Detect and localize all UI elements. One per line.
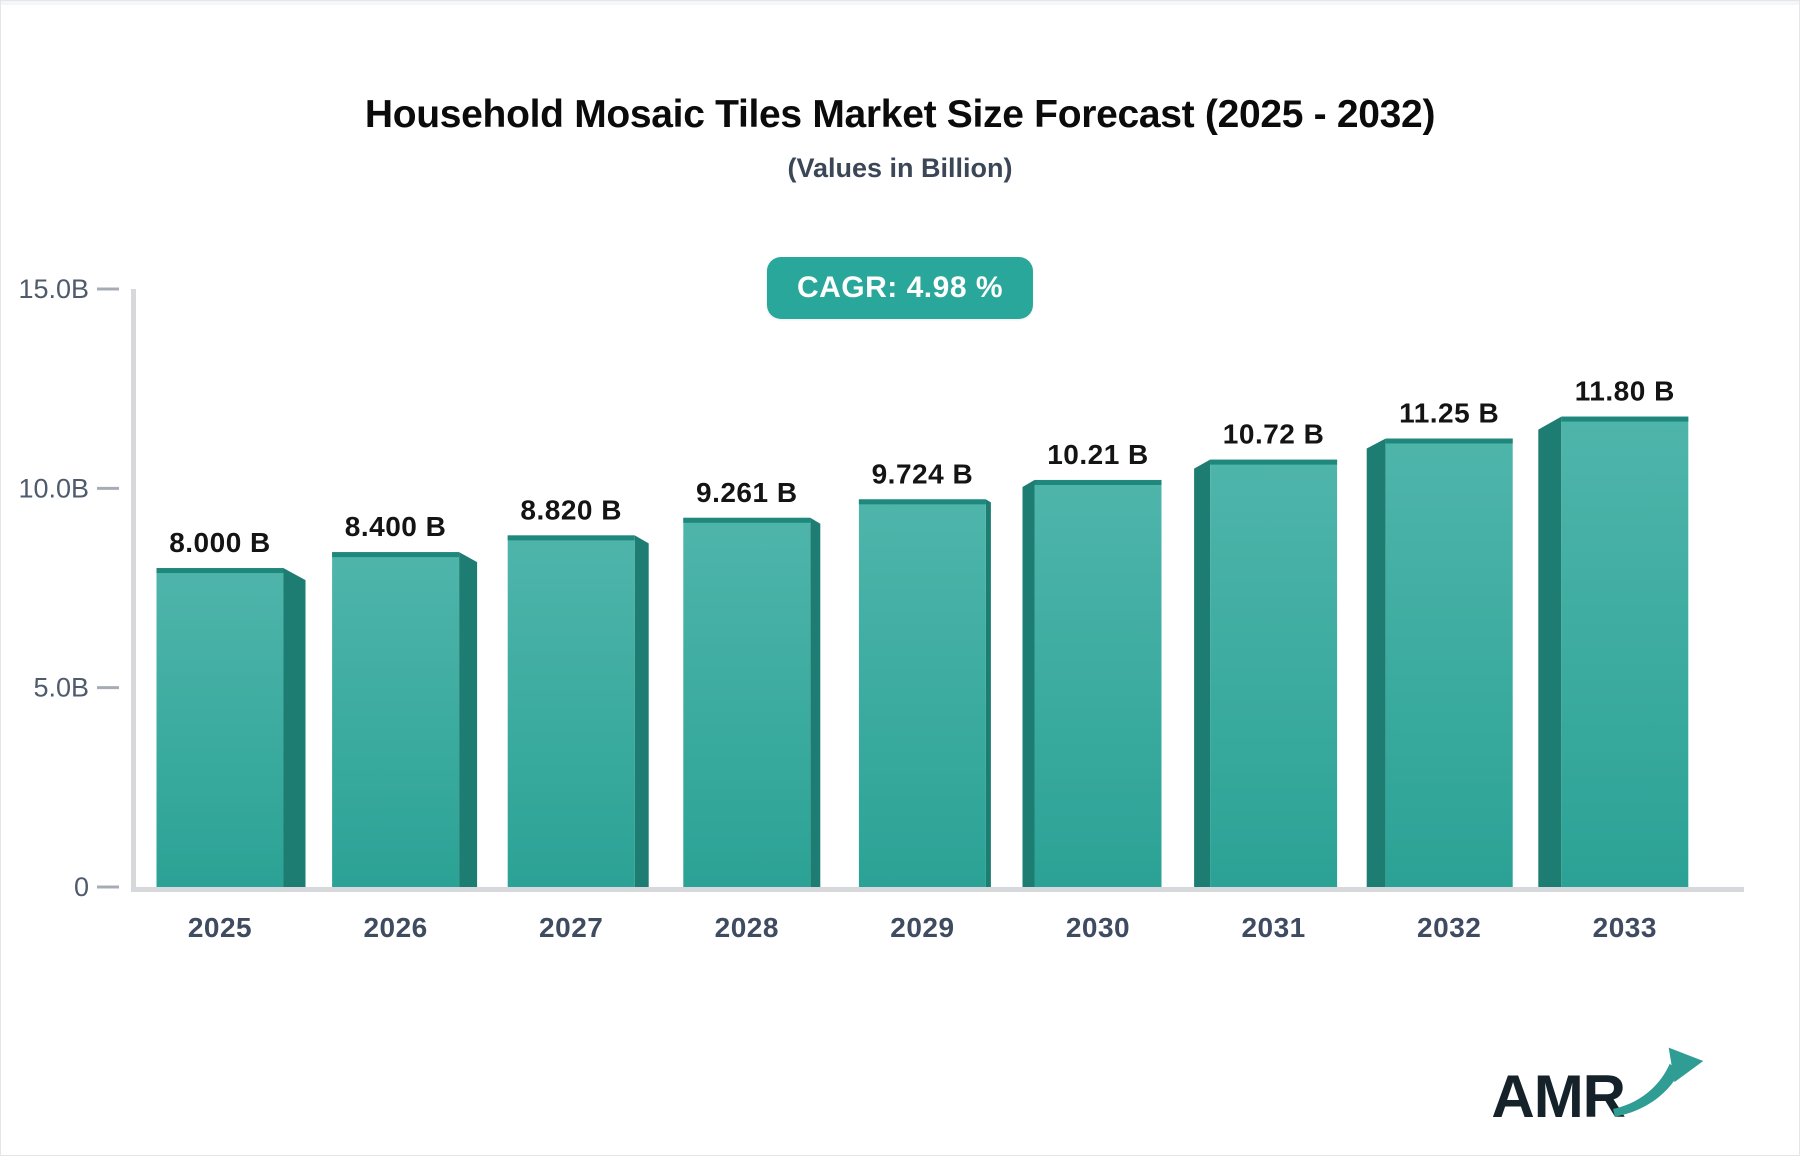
bar-2032 (1385, 438, 1513, 887)
bar-side-2026 (459, 552, 478, 887)
bar-value-label: 9.724 B (872, 458, 974, 489)
bar-2025 (156, 568, 284, 887)
bar-top-edge-2028 (683, 517, 811, 523)
x-axis-label: 2028 (715, 912, 779, 943)
bar-top-edge-2029 (858, 499, 986, 505)
x-axis-line (131, 887, 1744, 892)
cagr-badge: CAGR: 4.98 % (766, 257, 1034, 319)
bar-side-2028 (810, 517, 821, 887)
bar-top-edge-2027 (507, 535, 635, 541)
bar-side-2030 (1022, 479, 1035, 887)
x-axis-label: 2030 (1066, 912, 1130, 943)
bar-2028 (683, 517, 811, 887)
y-axis-label: 5.0B (33, 673, 89, 703)
bar-2030 (1034, 479, 1162, 887)
bar-top-edge-2030 (1034, 479, 1162, 485)
bar-top-edge-2031 (1210, 459, 1338, 465)
bar-value-label: 8.400 B (345, 511, 447, 542)
y-axis-line (131, 289, 136, 892)
bar-side-2033 (1538, 416, 1562, 887)
x-axis-label: 2031 (1241, 912, 1305, 943)
x-axis-label: 2029 (890, 912, 954, 943)
chart-subtitle: (Values in Billion) (787, 153, 1013, 183)
x-axis-label: 2025 (188, 912, 252, 943)
x-axis-label: 2032 (1417, 912, 1481, 943)
bar-value-label: 10.21 B (1047, 439, 1149, 470)
bar-value-label: 11.25 B (1399, 398, 1499, 429)
bar-2029 (858, 499, 986, 887)
x-axis-label: 2027 (539, 912, 603, 943)
chart-header: Household Mosaic Tiles Market Size Forec… (1, 93, 1799, 184)
bar-value-label: 8.000 B (169, 527, 271, 558)
bar-2033 (1561, 416, 1689, 887)
bar-top-edge-2026 (332, 552, 460, 558)
bar-side-2027 (634, 535, 649, 887)
bar-2031 (1210, 459, 1338, 887)
bar-2027 (507, 535, 635, 887)
y-axis-label: 15.0B (18, 274, 89, 304)
x-axis-label: 2026 (363, 912, 427, 943)
bar-side-2029 (985, 499, 991, 887)
bar-2026 (332, 552, 460, 887)
bar-side-2025 (283, 568, 306, 887)
bar-value-label: 8.820 B (520, 494, 622, 525)
bar-side-2032 (1366, 438, 1386, 887)
amr-logo-text: AMR (1491, 1063, 1626, 1130)
bar-side-2031 (1194, 459, 1211, 887)
amr-logo: AMR (1491, 1047, 1709, 1127)
bar-top-edge-2032 (1385, 438, 1513, 444)
y-axis-label: 0 (74, 872, 89, 902)
growth-arrow-icon (1613, 1047, 1704, 1117)
chart-title: Household Mosaic Tiles Market Size Forec… (364, 93, 1436, 136)
bar-value-label: 11.80 B (1575, 376, 1675, 407)
y-axis-label: 10.0B (18, 473, 89, 503)
bar-value-label: 10.72 B (1223, 419, 1325, 450)
x-axis-label: 2033 (1593, 912, 1657, 943)
bar-top-edge-2033 (1561, 416, 1689, 422)
bar-top-edge-2025 (156, 568, 284, 574)
bar-value-label: 9.261 B (696, 477, 798, 508)
